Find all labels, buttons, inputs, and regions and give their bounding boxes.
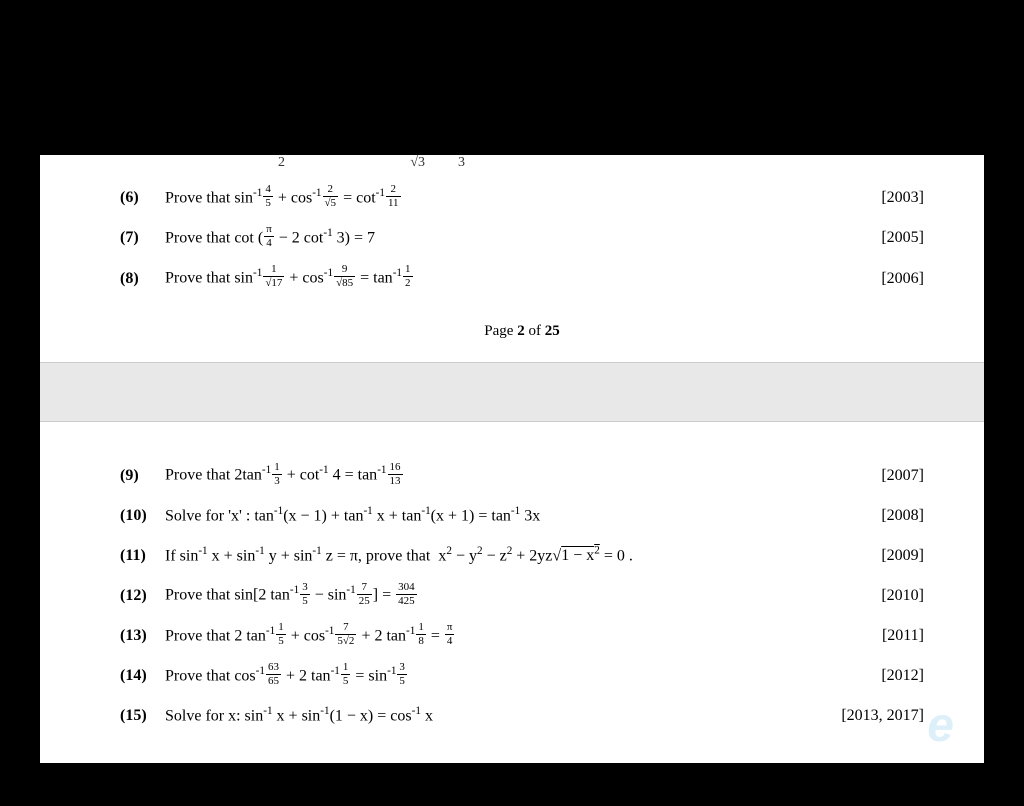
problem-year: [2012] [881,663,924,689]
problem-year: [2006] [881,266,924,292]
problem-number: (12) [120,583,165,609]
problem-year: [2009] [881,543,924,569]
watermark-icon: e [927,698,954,753]
problem-text: Prove that cot (π4 − 2 cot-1 3) = 7 [165,225,856,251]
problem-year: [2007] [881,463,924,489]
problem-number: (13) [120,623,165,649]
truncated-problem-row: 2 √3 3 [40,155,984,175]
problem-number: (15) [120,703,165,729]
content-bottom-section: e (9)Prove that 2tan-113 + cot-1 4 = tan… [40,422,984,762]
problem-row: (7)Prove that cot (π4 − 2 cot-1 3) = 7 [2… [120,225,924,251]
problem-year: [2013, 2017] [841,703,924,729]
problem-text: Solve for 'x' : tan-1(x − 1) + tan-1 x +… [165,503,856,529]
problem-year: [2008] [881,503,924,529]
header-black-bar [40,0,984,155]
problem-text: Prove that cos-16365 + 2 tan-115 = sin-1… [165,663,856,689]
problem-year: [2003] [881,185,924,211]
problem-row: (6)Prove that sin-145 + cos-12√5 = cot-1… [120,185,924,211]
problem-number: (8) [120,266,165,292]
problem-row: (11)If sin-1 x + sin-1 y + sin-1 z = π, … [120,543,924,569]
page-current: 2 [517,323,525,339]
truncated-year [921,155,925,171]
page-gap [40,362,984,422]
problem-text: Prove that sin-11√17 + cos-19√85 = tan-1… [165,265,856,291]
problem-year: [2005] [881,225,924,251]
document-page: 2 √3 3 (6)Prove that sin-145 + cos-12√5 … [40,0,984,763]
problem-text: Prove that sin[2 tan-135 − sin-1725] = 3… [165,582,856,608]
problem-year: [2010] [881,583,924,609]
problem-number: (10) [120,503,165,529]
problem-number: (9) [120,463,165,489]
problem-row: (10)Solve for 'x' : tan-1(x − 1) + tan-1… [120,503,924,529]
problem-number: (14) [120,663,165,689]
problem-row: (14)Prove that cos-16365 + 2 tan-115 = s… [120,663,924,689]
truncated-body: 2 √3 3 [165,155,896,171]
truncated-frag-2: √3 [285,155,425,171]
problem-number: (6) [120,185,165,211]
problem-row: (13)Prove that 2 tan-115 + cos-175√2 + 2… [120,623,924,649]
problem-number: (7) [120,225,165,251]
truncated-num [120,155,165,171]
page-footer: Page 2 of 25 [120,305,924,362]
truncated-frag-3: 3 [425,155,465,171]
problem-year: [2011] [882,623,924,649]
problem-row: (12)Prove that sin[2 tan-135 − sin-1725]… [120,582,924,608]
problem-number: (11) [120,543,165,569]
problem-text: If sin-1 x + sin-1 y + sin-1 z = π, prov… [165,543,856,569]
problem-list-top: (6)Prove that sin-145 + cos-12√5 = cot-1… [120,185,924,291]
truncated-frag-1: 2 [165,155,285,171]
problem-text: Prove that 2 tan-115 + cos-175√2 + 2 tan… [165,623,857,649]
page-total: 25 [545,323,560,339]
problem-row: (9)Prove that 2tan-113 + cot-1 4 = tan-1… [120,462,924,488]
problem-row: (8)Prove that sin-11√17 + cos-19√85 = ta… [120,265,924,291]
problem-text: Prove that 2tan-113 + cot-1 4 = tan-1161… [165,462,856,488]
page-of: of [528,323,541,339]
problem-list-bottom: (9)Prove that 2tan-113 + cot-1 4 = tan-1… [120,462,924,728]
content-top-section: (6)Prove that sin-145 + cos-12√5 = cot-1… [40,175,984,362]
problem-text: Solve for x: sin-1 x + sin-1(1 − x) = co… [165,703,816,729]
problem-text: Prove that sin-145 + cos-12√5 = cot-1211 [165,185,856,211]
page-word: Page [484,323,513,339]
problem-row: (15)Solve for x: sin-1 x + sin-1(1 − x) … [120,703,924,729]
